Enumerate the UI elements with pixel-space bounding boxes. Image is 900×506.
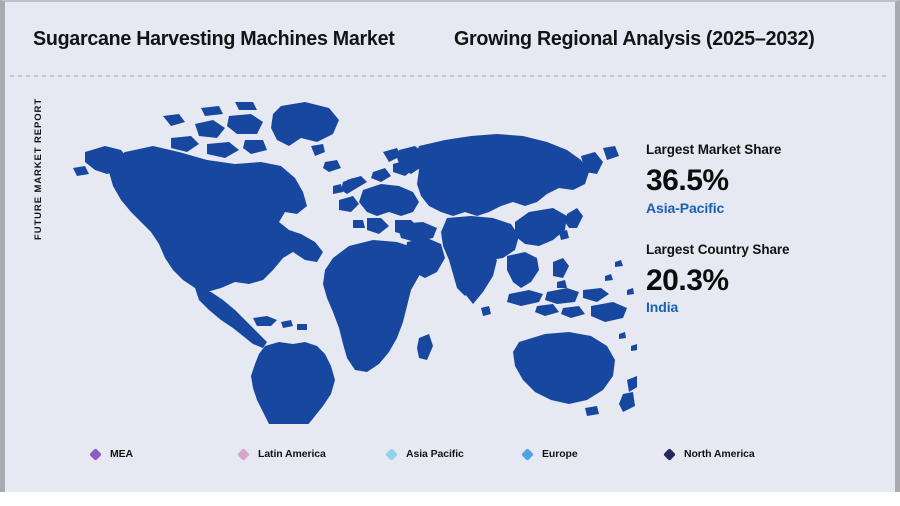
world-map [67,94,637,424]
page-subtitle: Growing Regional Analysis (2025–2032) [453,27,815,50]
stat-value: 36.5% [646,164,729,197]
header-divider [10,75,890,77]
legend: MEA Latin America Asia Pacific Europe No… [89,447,791,461]
legend-item-asia-pacific[interactable]: Asia Pacific [385,447,523,461]
legend-label: Latin America [258,448,326,460]
legend-label: Europe [542,448,578,460]
brand-side-label: FUTURE MARKET REPORT [33,97,44,240]
world-map-icon [73,102,637,424]
legend-item-europe[interactable]: Europe [521,447,665,461]
stat-region: Asia-Pacific [646,199,725,216]
legend-item-mea[interactable]: MEA [89,447,239,461]
page-title: Sugarcane Harvesting Machines Market [33,27,395,50]
header: Sugarcane Harvesting Machines Market Gro… [5,2,895,76]
stat-value: 20.3% [646,263,729,297]
legend-label: North America [684,448,755,460]
stat-block-market-share: Largest Market Share 36.5% Asia-Pacific [646,142,886,216]
legend-swatch-icon [237,447,250,461]
report-card: Sugarcane Harvesting Machines Market Gro… [0,0,900,492]
legend-item-latin-america[interactable]: Latin America [237,447,387,461]
legend-swatch-icon [663,447,676,461]
legend-swatch-icon [521,447,534,461]
legend-swatch-icon [89,447,102,461]
stat-caption: Largest Country Share [646,241,790,257]
legend-swatch-icon [385,447,398,461]
stat-block-country-share: Largest Country Share 20.3% India [646,242,886,316]
stats-panel: Largest Market Share 36.5% Asia-Pacific … [646,142,886,315]
legend-label: Asia Pacific [406,448,464,460]
legend-label: MEA [110,448,134,460]
legend-item-north-america[interactable]: North America [663,447,755,461]
stat-caption: Largest Market Share [646,142,782,157]
stat-region: India [646,299,679,316]
